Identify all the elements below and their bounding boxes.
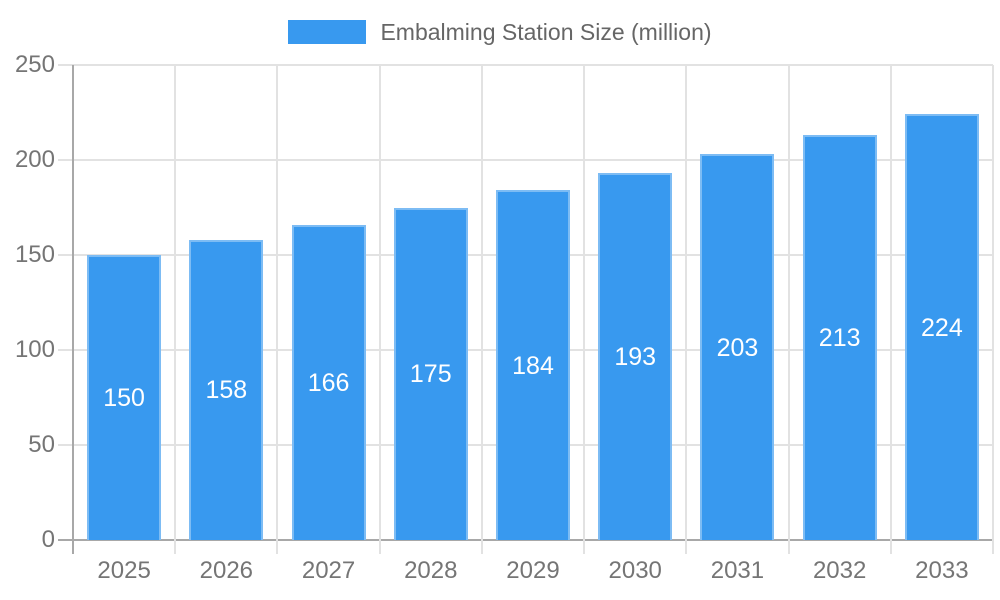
x-gridline xyxy=(787,65,790,554)
bar-2033[interactable]: 224 xyxy=(904,114,979,540)
y-axis-tick-label: 50 xyxy=(28,431,55,458)
y-axis-tick-label: 0 xyxy=(41,526,55,553)
bar-value-label: 184 xyxy=(512,351,554,380)
bar-2030[interactable]: 193 xyxy=(598,173,673,540)
y-axis-tick-label: 250 xyxy=(14,51,55,78)
legend-swatch xyxy=(288,20,367,44)
x-axis-tick-label: 2033 xyxy=(915,557,969,584)
y-axis-line xyxy=(72,65,74,554)
bar-value-label: 166 xyxy=(307,368,350,397)
bar-2032[interactable]: 213 xyxy=(802,135,877,540)
x-gridline xyxy=(583,65,586,554)
plot-area: 0 50 100 150 200 250 2025 2026 2027 2028 2029 2030 2… xyxy=(15,51,994,584)
bar-value-label: 203 xyxy=(716,333,759,362)
bar-value-label: 150 xyxy=(103,384,145,412)
bar-2028[interactable]: 175 xyxy=(393,207,468,540)
bar-value-label: 224 xyxy=(921,313,963,342)
bar-2025[interactable]: 150 xyxy=(87,255,162,540)
y-axis-tick-label: 150 xyxy=(14,241,55,268)
x-gridline xyxy=(378,65,381,554)
legend-item[interactable]: Embalming Station Size (million) xyxy=(288,18,712,46)
x-axis-tick-label: 2027 xyxy=(301,557,356,584)
x-gridline xyxy=(276,65,279,554)
bar-2029[interactable]: 184 xyxy=(496,190,570,540)
x-axis-tick-label: 2029 xyxy=(506,557,560,584)
bar-value-label: 158 xyxy=(205,376,248,405)
x-axis-tick-label: 2031 xyxy=(710,557,765,584)
x-axis-tick-label: 2028 xyxy=(404,557,458,584)
x-gridline xyxy=(992,65,994,554)
y-gridline xyxy=(58,64,993,66)
bar-2026[interactable]: 158 xyxy=(189,239,264,540)
legend: Embalming Station Size (million) xyxy=(0,18,1000,46)
x-gridline xyxy=(889,65,892,554)
x-axis-tick-label: 2026 xyxy=(199,557,254,584)
x-axis-tick-label: 2030 xyxy=(608,557,662,584)
x-gridline xyxy=(685,65,688,554)
x-axis-tick-label: 2025 xyxy=(97,557,151,584)
bar-value-label: 193 xyxy=(614,343,657,372)
bar-value-label: 213 xyxy=(818,324,861,353)
y-gridline xyxy=(58,539,993,541)
y-axis-tick-label: 100 xyxy=(14,336,55,363)
bar-2027[interactable]: 166 xyxy=(291,224,366,540)
x-axis-tick-label: 2032 xyxy=(812,557,867,584)
y-axis-tick-label: 200 xyxy=(14,146,55,173)
x-gridline xyxy=(174,65,177,554)
x-gridline xyxy=(480,65,483,554)
y-gridline xyxy=(58,159,993,161)
bar-2031[interactable]: 203 xyxy=(700,154,775,540)
legend-label: Embalming Station Size (million) xyxy=(380,19,712,45)
bar-value-label: 175 xyxy=(409,360,452,389)
